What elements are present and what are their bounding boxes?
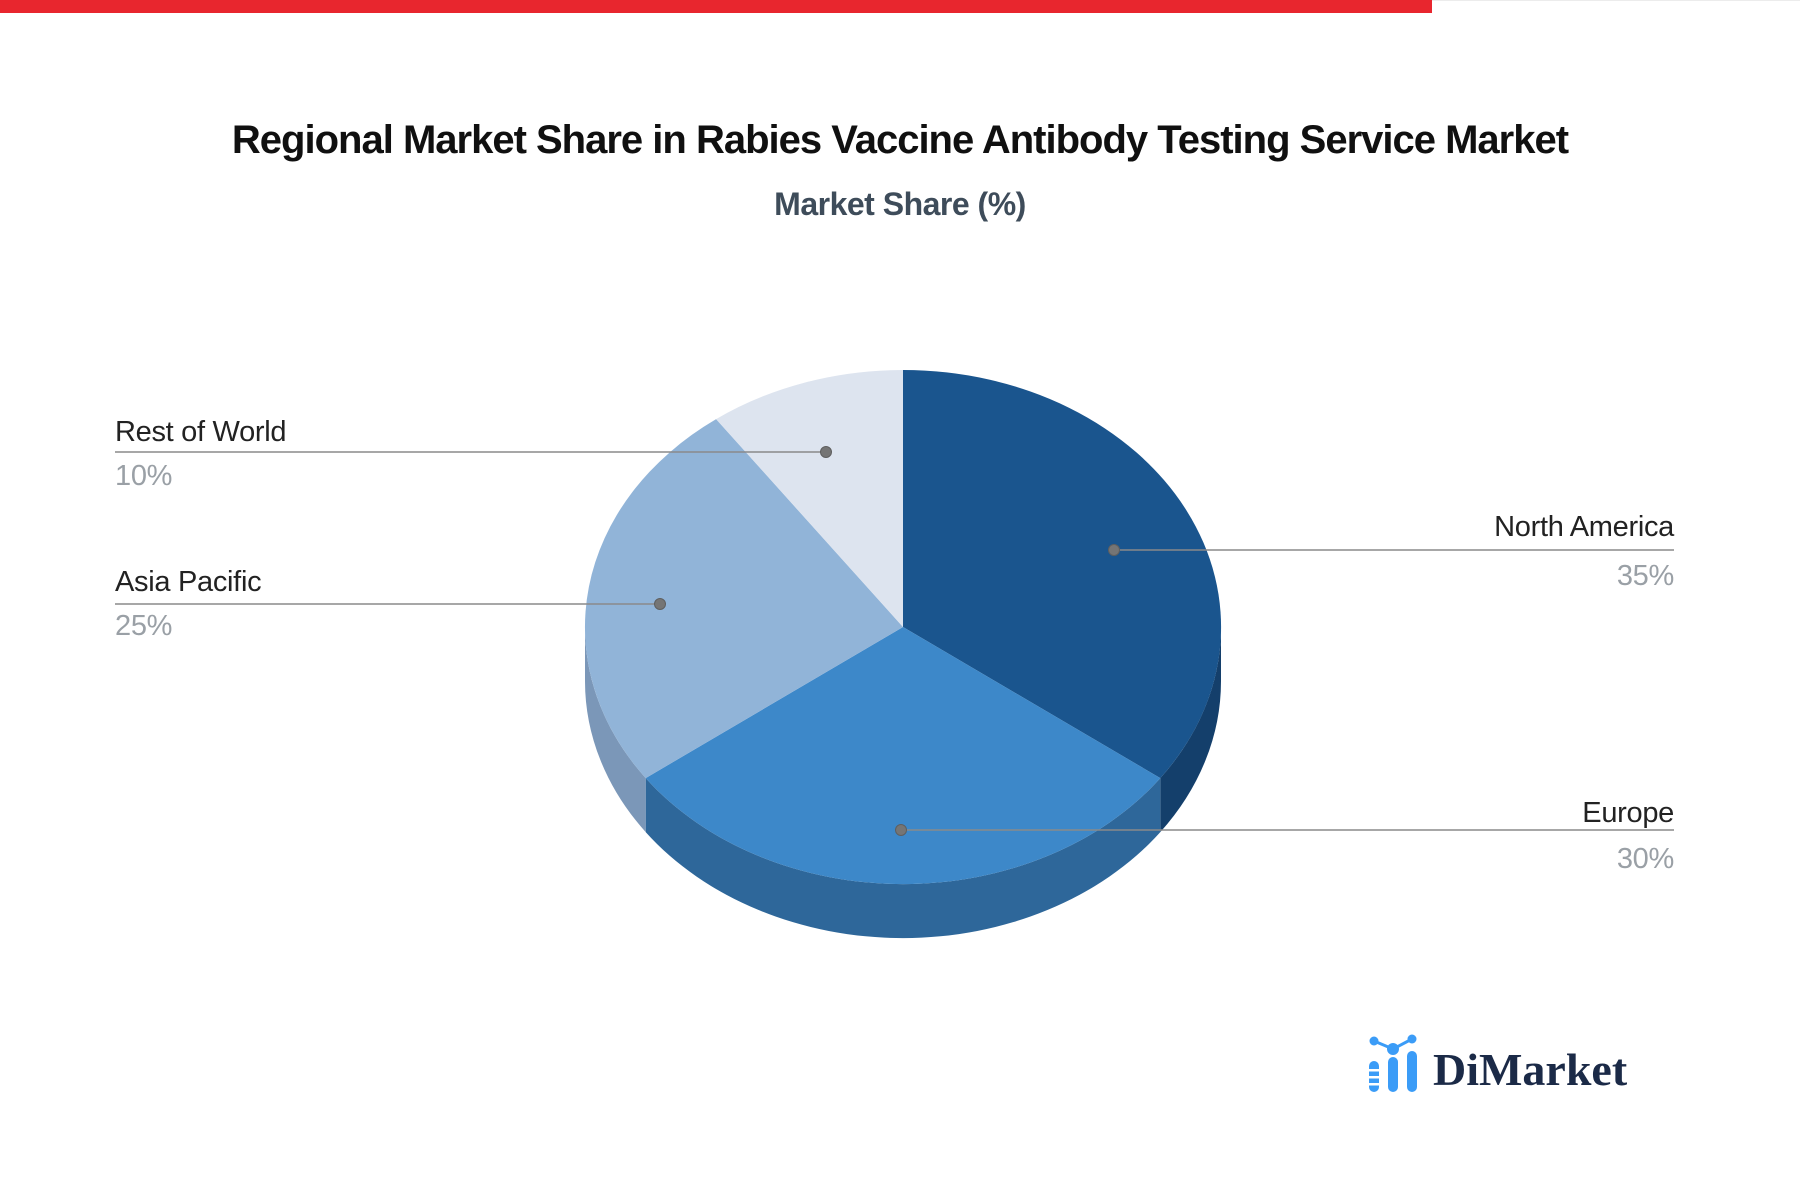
slice-label-north-america: North America <box>1494 511 1674 543</box>
pie-slice-asia-pacific <box>584 419 903 779</box>
leader-dot-rest-of-world <box>820 446 832 458</box>
brand-logo-text: DiMarket <box>1433 1043 1628 1095</box>
pie-slice-side-asia-pacific <box>584 627 646 833</box>
brand-logo: DiMarket <box>1368 1034 1627 1092</box>
slice-label-europe: Europe <box>1582 797 1674 829</box>
slice-value-europe: 30% <box>1616 843 1674 875</box>
slice-label-rest-of-world: Rest of World <box>115 416 287 448</box>
pie-slice-side-europe <box>645 778 1161 939</box>
dimarket-logo-icon <box>1369 1034 1417 1092</box>
leader-dot-north-america <box>1108 544 1120 556</box>
chart-subtitle: Market Share (%) <box>774 186 1026 222</box>
slice-value-rest-of-world: 10% <box>115 460 173 492</box>
pie-slice-europe <box>645 627 1161 885</box>
slice-label-asia-pacific: Asia Pacific <box>115 566 262 598</box>
pie-slice-side-north-america <box>1160 627 1221 833</box>
chart-title: Regional Market Share in Rabies Vaccine … <box>231 118 1569 162</box>
leader-dot-europe <box>895 824 907 836</box>
slice-value-asia-pacific: 25% <box>115 610 173 642</box>
top-progress-bar <box>0 0 1432 13</box>
pie-slice-north-america <box>903 370 1222 779</box>
pie-slice-rest-of-world <box>716 370 903 627</box>
leader-dot-asia-pacific <box>654 598 666 610</box>
slice-value-north-america: 35% <box>1616 560 1674 592</box>
